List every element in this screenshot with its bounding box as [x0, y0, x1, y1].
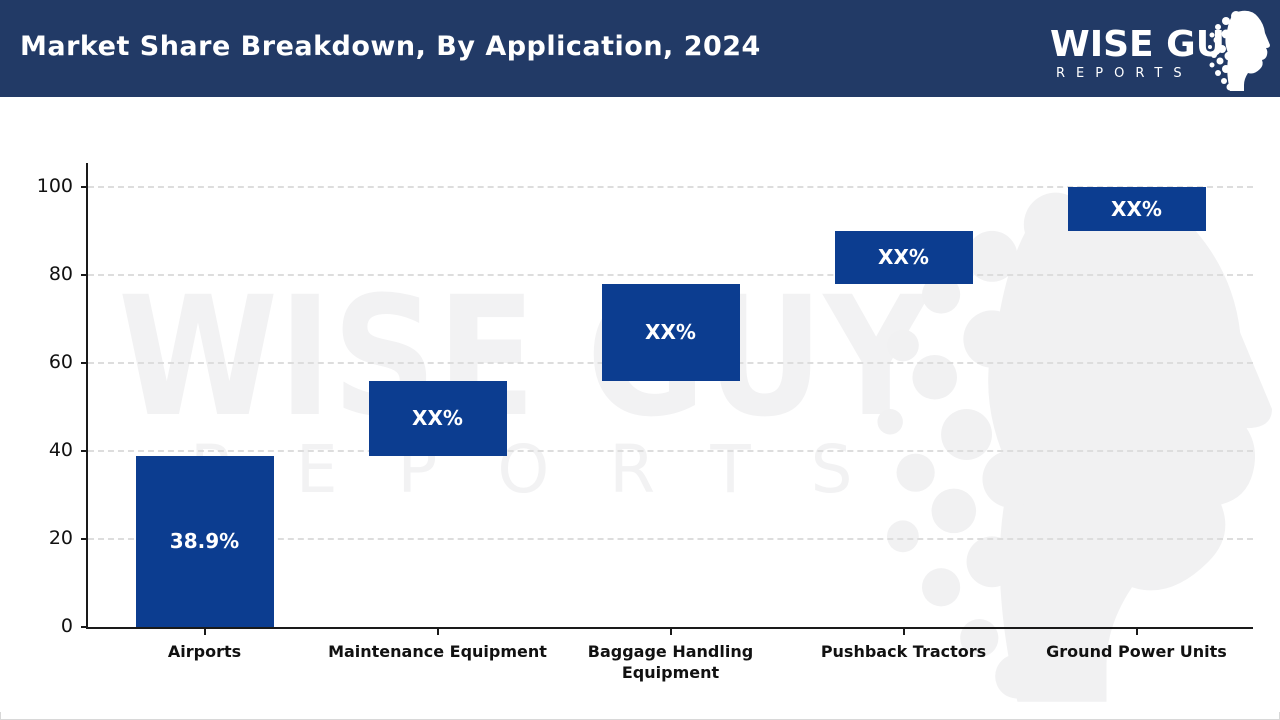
bar-segment-baggage-handling-equipment: XX%: [601, 283, 740, 381]
bar-segment-ground-power-units: XX%: [1067, 187, 1206, 231]
x-axis-line: [86, 627, 1253, 629]
page-title: Market Share Breakdown, By Application, …: [20, 31, 761, 62]
y-axis-tick: [81, 538, 88, 540]
y-axis-tick: [81, 362, 88, 364]
bar-segment-maintenance-equipment: XX%: [368, 380, 507, 456]
x-axis-tick: [436, 628, 439, 635]
bar-value-label: XX%: [645, 320, 696, 345]
y-axis-tick: [81, 186, 88, 188]
watermark-brand-text: WISE GUY: [118, 261, 929, 453]
x-axis-category-label: Ground Power Units: [1046, 642, 1227, 661]
bar-value-label: XX%: [878, 245, 929, 270]
x-axis-tick: [902, 628, 905, 635]
x-axis-category-label: Maintenance Equipment: [328, 642, 547, 661]
x-axis-tick: [1135, 628, 1138, 635]
x-axis-category-label: Pushback Tractors: [820, 642, 987, 661]
bar-value-label: XX%: [412, 406, 463, 431]
gridline-y40: [88, 450, 1253, 452]
y-axis-tick-label: 40: [48, 439, 73, 461]
watermark-sub-text: REPORTS: [190, 431, 913, 508]
bar-value-label: XX%: [1111, 197, 1162, 221]
logo-sub-text: REPORTS: [1056, 66, 1193, 81]
y-axis-tick-label: 20: [48, 527, 73, 549]
x-axis-tick: [669, 628, 672, 635]
y-axis-tick-label: 60: [48, 351, 73, 373]
waterfall-chart: WISE GUY REPORTS 0 20 40 60 80 100 38.9% XX% XX%…: [0, 97, 1280, 712]
header-band: Market Share Breakdown, By Application, …: [0, 0, 1280, 97]
y-axis-tick: [81, 450, 88, 452]
logo-brand-text: WISE GUY: [1050, 24, 1252, 65]
y-axis-tick-label: 100: [36, 175, 73, 197]
x-axis-category-label: Baggage Handling Equipment: [587, 642, 754, 682]
bar-segment-pushback-tractors: XX%: [834, 231, 973, 284]
x-axis-tick: [203, 628, 206, 635]
watermark-face-icon: [877, 191, 1272, 702]
x-axis-category-label: Airports: [167, 642, 242, 661]
y-axis-tick: [81, 626, 88, 628]
gridline-y20: [88, 538, 1253, 540]
bar-value-label: 38.9%: [169, 529, 240, 554]
wiseguy-logo: WISE GUY REPORTS: [1022, 4, 1272, 94]
bar-segment-airports: 38.9%: [135, 455, 274, 627]
dotted-face-profile-icon: [1208, 10, 1270, 91]
gridline-y80: [88, 274, 1253, 276]
y-axis-line: [86, 163, 88, 629]
gridline-y100: [88, 186, 1253, 188]
y-axis-tick-label: 0: [60, 615, 73, 637]
y-axis-tick-label: 80: [48, 263, 73, 285]
y-axis-tick: [81, 274, 88, 276]
